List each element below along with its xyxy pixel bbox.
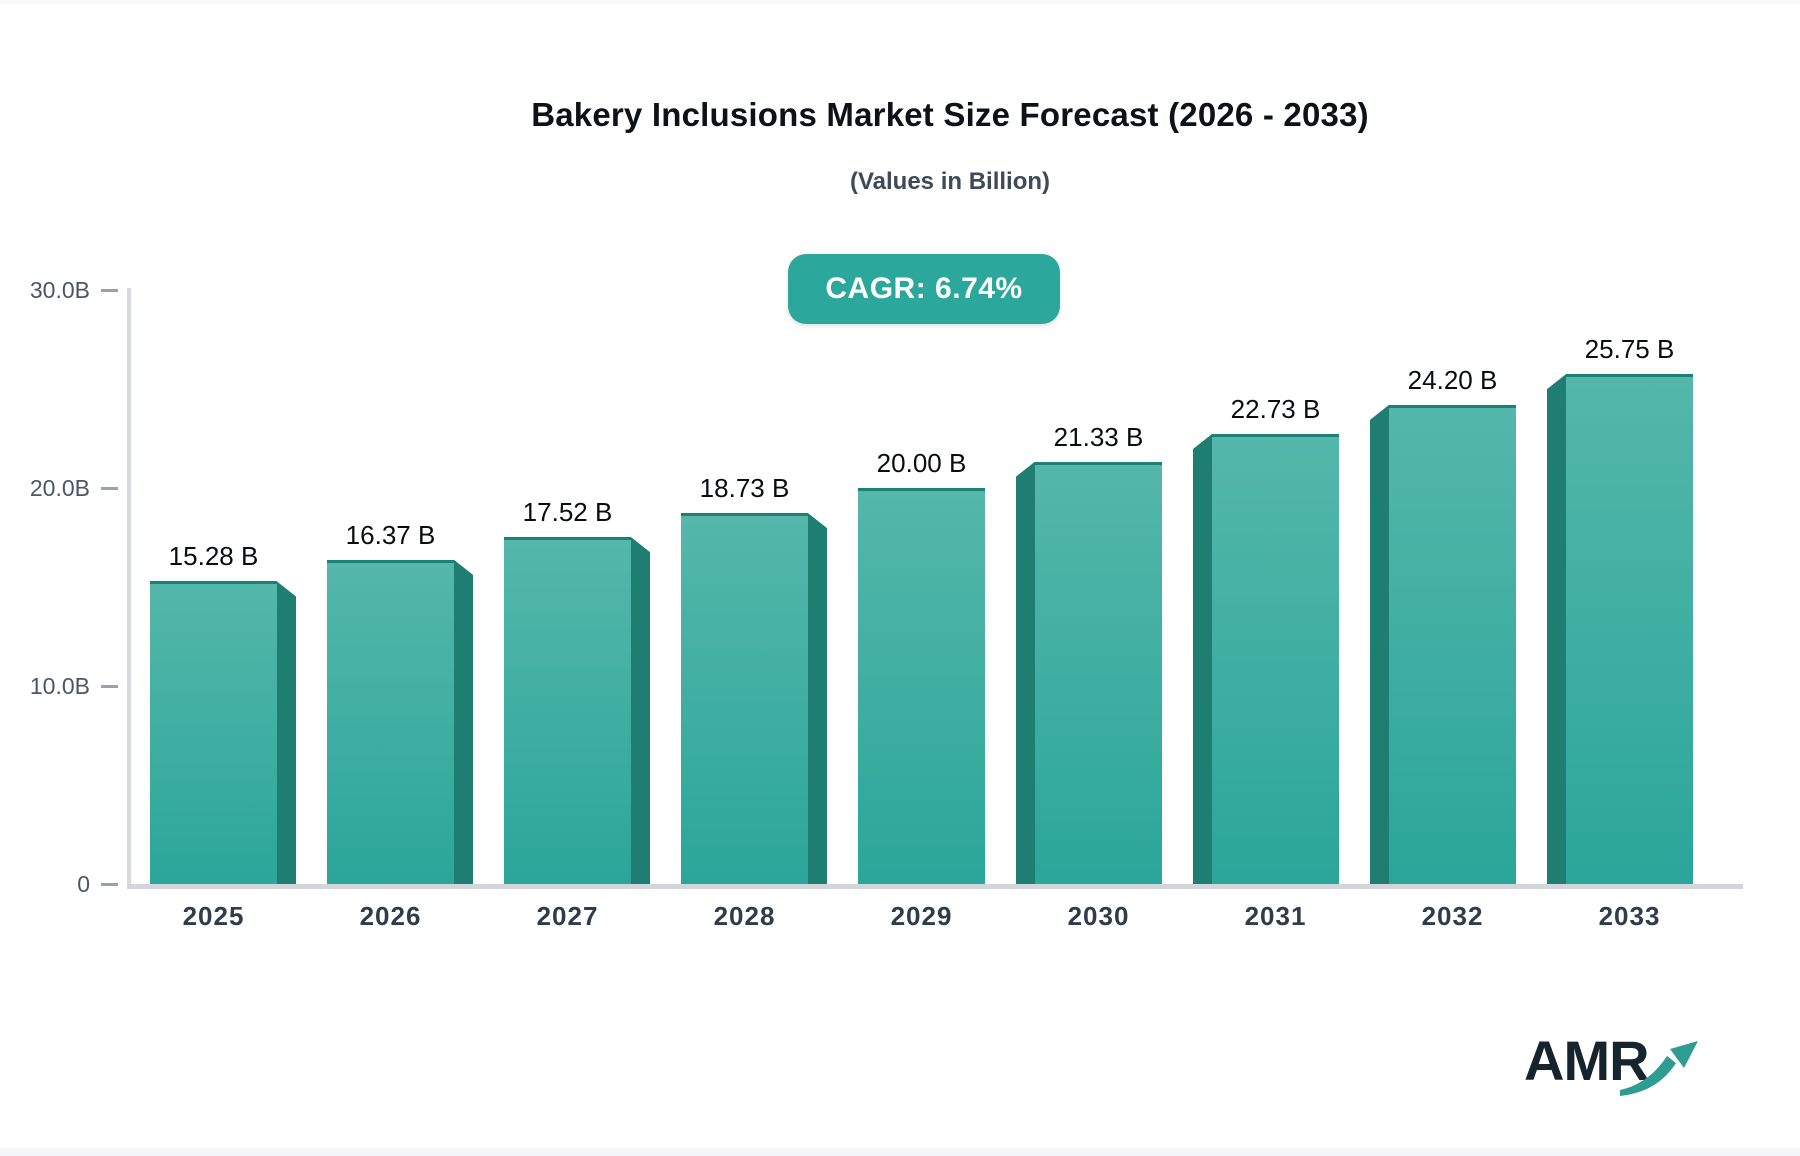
bar-value-label-2033: 25.75 B <box>1584 334 1675 365</box>
y-tick-mark <box>101 883 118 886</box>
x-axis-label-2031: 2031 <box>1244 901 1307 931</box>
chart-subtitle: (Values in Billion) <box>849 168 1051 195</box>
bar-value-label-2032: 24.20 B <box>1407 364 1498 395</box>
x-axis-label-2032: 2032 <box>1421 901 1484 931</box>
bar-2031 <box>1212 433 1339 884</box>
chart-title: Bakery Inclusions Market Size Forecast (… <box>531 96 1369 133</box>
bar-side-2032 <box>1370 404 1389 884</box>
bar-2027 <box>504 537 631 884</box>
cagr-badge: CAGR: 6.74% <box>788 254 1060 324</box>
x-axis-label-2030: 2030 <box>1067 901 1130 931</box>
y-axis-line <box>127 288 131 886</box>
bar-side-2025 <box>277 581 296 884</box>
x-axis-label-2028: 2028 <box>713 901 776 931</box>
x-axis-label-2033: 2033 <box>1598 901 1661 931</box>
bar-value-label-2031: 22.73 B <box>1230 393 1321 424</box>
bar-value-label-2026: 16.37 B <box>345 519 436 550</box>
bar-side-2031 <box>1193 433 1212 884</box>
y-tick-label-10.0B: 10.0B <box>29 673 90 699</box>
y-tick-label-20.0B: 20.0B <box>29 475 90 501</box>
bar-side-2033 <box>1547 374 1566 884</box>
bar-2030 <box>1035 461 1162 884</box>
y-tick-mark <box>101 685 118 688</box>
x-axis-label-2027: 2027 <box>536 901 599 931</box>
bottom-border-strip <box>0 1148 1800 1156</box>
amr-logo: AMR <box>1524 1028 1704 1108</box>
bar-2026 <box>327 559 454 884</box>
y-tick-mark <box>101 289 118 292</box>
y-tick-label-30.0B: 30.0B <box>29 277 90 303</box>
bar-value-label-2029: 20.00 B <box>876 448 967 478</box>
y-tick-label-0: 0 <box>77 871 90 897</box>
y-tick-mark <box>101 487 118 490</box>
bar-side-2027 <box>631 537 650 884</box>
bar-2033 <box>1566 374 1693 884</box>
bar-2032 <box>1389 404 1516 884</box>
bar-value-label-2027: 17.52 B <box>522 497 613 528</box>
x-axis-label-2026: 2026 <box>359 901 422 931</box>
bar-2028 <box>681 513 808 884</box>
bar-value-label-2028: 18.73 B <box>699 473 790 504</box>
bar-value-label-2030: 21.33 B <box>1053 421 1144 452</box>
bar-2029 <box>858 488 985 884</box>
top-border-strip <box>0 0 1800 4</box>
x-axis-line <box>127 884 1743 889</box>
growth-arrow-icon <box>1620 1041 1698 1096</box>
bar-side-2028 <box>808 513 827 884</box>
bar-2025 <box>150 581 277 884</box>
bar-side-2026 <box>454 559 473 884</box>
x-axis-label-2029: 2029 <box>890 901 953 931</box>
bar-value-label-2025: 15.28 B <box>168 541 259 572</box>
amr-logo-text: AMR <box>1524 1029 1650 1092</box>
bar-side-2030 <box>1016 461 1035 884</box>
x-axis-label-2025: 2025 <box>182 901 245 931</box>
